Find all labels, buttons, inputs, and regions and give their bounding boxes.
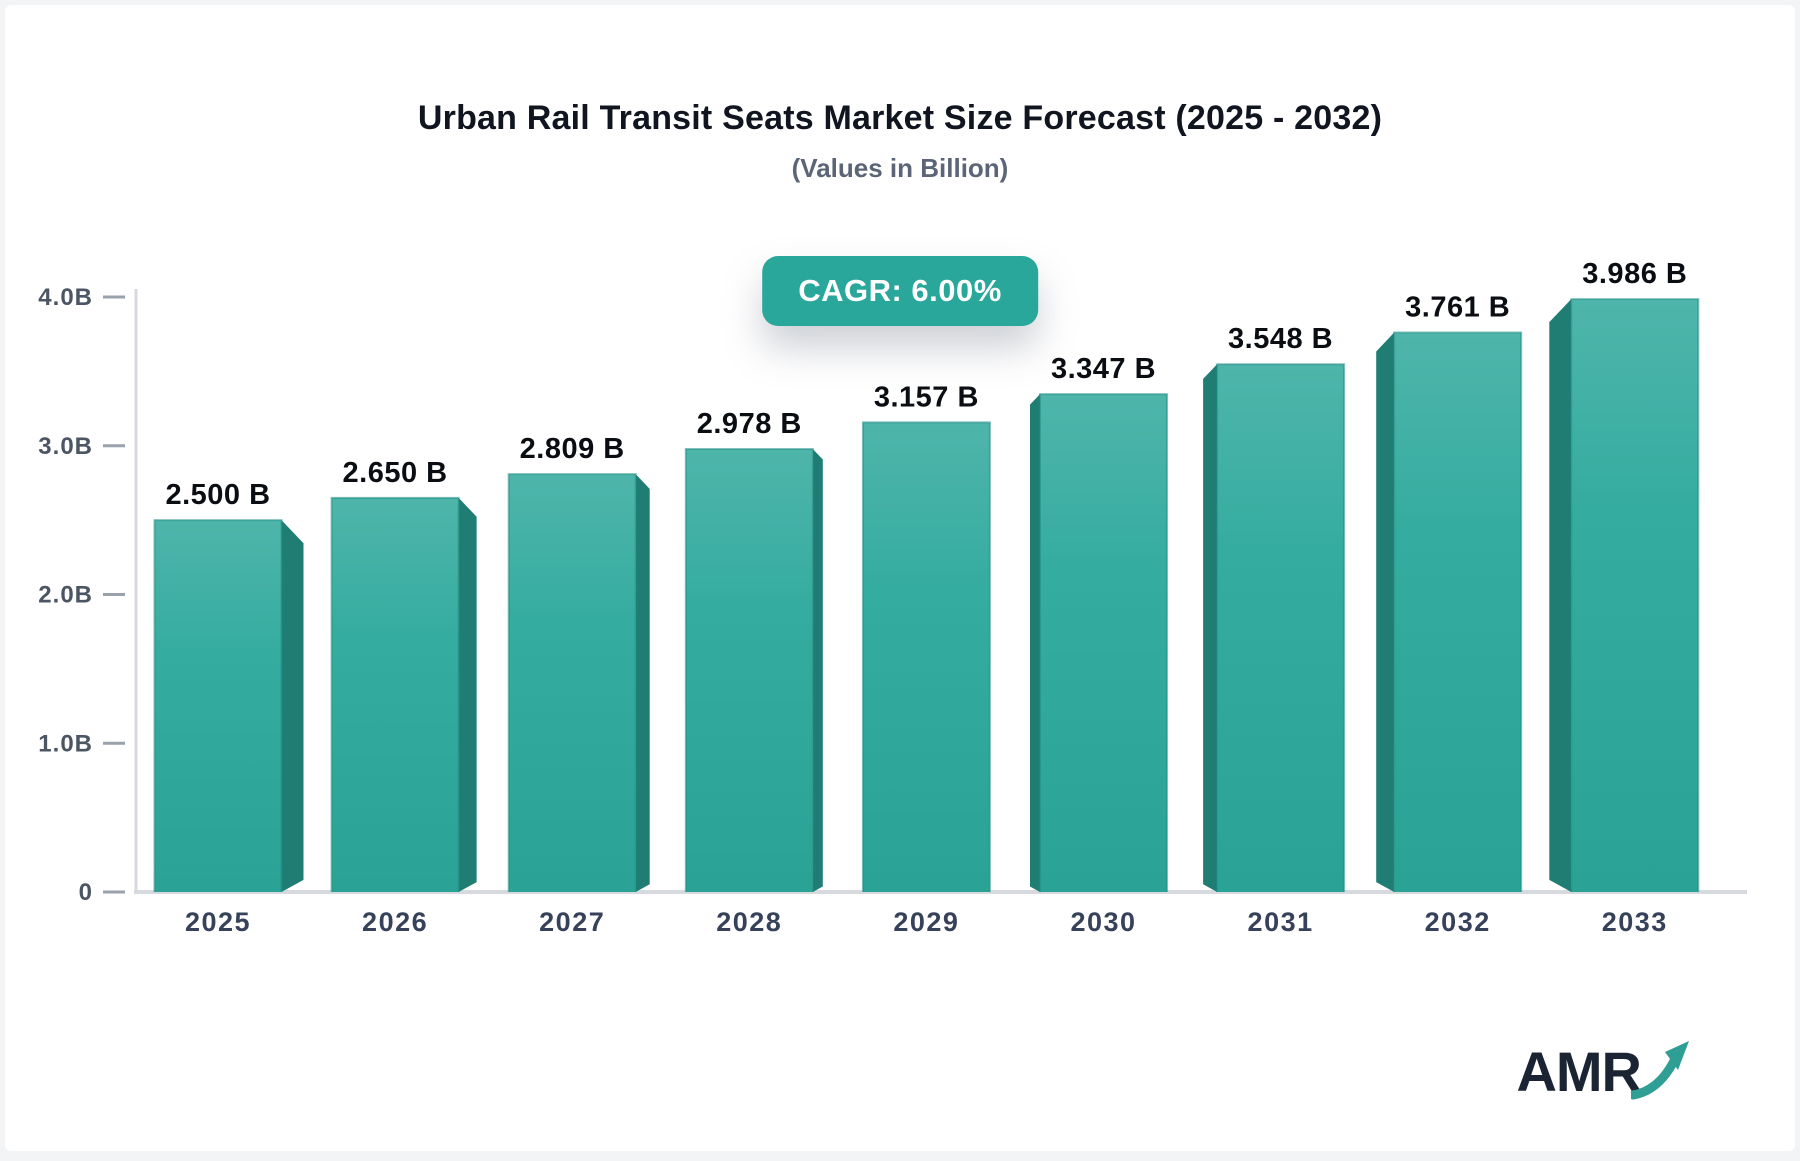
bar-2028[interactable] [685, 449, 813, 892]
bar-value-label-2029: 3.157 B [874, 381, 979, 413]
chart-subtitle: (Values in Billion) [791, 153, 1009, 183]
bar-side-face [1376, 332, 1395, 892]
bar-edge [330, 496, 460, 892]
category-label-2029: 2029 [893, 907, 959, 937]
bar-group-2032: 3.761 B 2032 [1376, 292, 1523, 937]
bar-edge [684, 448, 814, 892]
category-label-2033: 2033 [1602, 907, 1668, 937]
bar-2032[interactable] [1394, 332, 1522, 892]
cagr-badge: CAGR: 6.00% [762, 256, 1038, 326]
bar-side-face [1549, 299, 1572, 892]
bar-group-2028: 2.978 B 2028 [684, 408, 823, 937]
category-label-2027: 2027 [539, 907, 605, 937]
bar-edge [861, 421, 991, 892]
bar-value-label-2033: 3.986 B [1582, 258, 1687, 290]
bar-2026[interactable] [331, 497, 459, 892]
bar-side-face [1203, 364, 1218, 892]
bar-side-face [1030, 394, 1040, 892]
chart-title: Urban Rail Transit Seats Market Size For… [417, 99, 1383, 137]
bar-value-label-2032: 3.761 B [1405, 292, 1510, 324]
category-label-2030: 2030 [1070, 907, 1136, 937]
category-label-2025: 2025 [185, 907, 251, 937]
y-tick-label-2.0B: 2.0B [38, 582, 93, 609]
bar-group-2033: 3.986 B 2033 [1549, 258, 1700, 937]
bar-group-2026: 2.650 B 2026 [330, 457, 477, 937]
bar-edge [507, 473, 637, 892]
bar-side-face [458, 497, 477, 892]
bar-value-label-2028: 2.978 B [697, 408, 802, 440]
bar-value-label-2026: 2.650 B [343, 457, 448, 489]
bar-group-2029: 3.157 B 2029 [861, 381, 991, 937]
bar-side-face [812, 449, 823, 892]
bar-group-2030: 3.347 B 2030 [1030, 353, 1168, 937]
y-tick-label-1.0B: 1.0B [38, 730, 93, 757]
bar-edge [1393, 331, 1523, 892]
bar-2027[interactable] [508, 474, 636, 892]
category-label-2026: 2026 [362, 907, 428, 937]
bar-2029[interactable] [862, 422, 990, 892]
bar-2033[interactable] [1571, 299, 1699, 892]
bar-2031[interactable] [1217, 364, 1345, 892]
bar-value-label-2027: 2.809 B [520, 433, 625, 465]
y-tick-label-0: 0 [79, 879, 93, 906]
bar-edge [153, 519, 283, 892]
bar-2030[interactable] [1040, 394, 1167, 892]
bar-value-label-2025: 2.500 B [165, 479, 270, 511]
bar-side-face [635, 474, 650, 892]
bar-side-face [281, 520, 304, 892]
category-label-2032: 2032 [1425, 907, 1491, 937]
chart-card: Urban Rail Transit Seats Market Size For… [5, 5, 1795, 1151]
y-tick-label-3.0B: 3.0B [38, 433, 93, 460]
bar-group-2031: 3.548 B 2031 [1203, 323, 1346, 937]
bar-value-label-2030: 3.347 B [1051, 353, 1156, 385]
growth-arrow-icon [1631, 1041, 1689, 1100]
category-label-2031: 2031 [1248, 907, 1314, 937]
bar-edge [1216, 363, 1346, 892]
bar-group-2025: 2.500 B 2025 [153, 479, 304, 937]
bar-2025[interactable] [154, 520, 282, 892]
bar-edge [1039, 393, 1168, 892]
bar-value-label-2031: 3.548 B [1228, 323, 1333, 355]
amr-logo-text: AMR [1516, 1040, 1642, 1103]
y-tick-label-4.0B: 4.0B [38, 284, 93, 311]
category-label-2028: 2028 [716, 907, 782, 937]
bar-group-2027: 2.809 B 2027 [507, 433, 650, 937]
amr-logo[interactable]: AMR [1516, 1035, 1693, 1109]
bar-edge [1570, 298, 1700, 892]
